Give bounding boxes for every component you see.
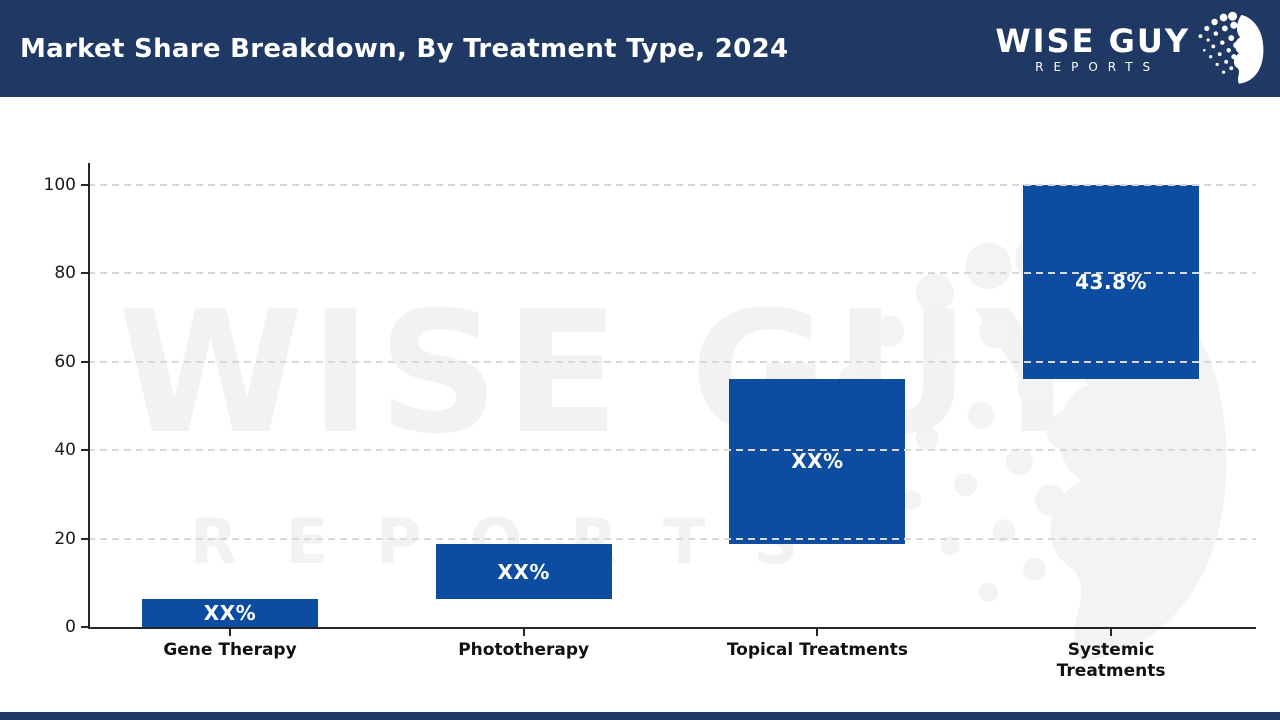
x-label-line: Treatments — [1056, 661, 1166, 681]
y-tick-mark-80 — [81, 272, 88, 275]
x-label-line: Topical Treatments — [726, 640, 908, 660]
bar-systemic-treatments: 43.8% — [1023, 185, 1200, 379]
y-tick-mark-100 — [81, 184, 88, 186]
x-label-gene-therapy: Gene Therapy — [115, 640, 345, 661]
header: Market Share Breakdown, By Treatment Typ… — [0, 0, 1280, 97]
y-tick-mark-20 — [81, 537, 88, 540]
gridline-y-20 — [88, 537, 1256, 540]
logo-text: WISE GUY REPORTS — [995, 25, 1190, 73]
bar-gene-therapy: XX% — [142, 599, 318, 627]
y-tick-label-0: 0 — [65, 617, 76, 637]
gridline-y-100 — [88, 184, 1256, 186]
gridline-y-40 — [88, 449, 1256, 452]
logo-face-icon — [1198, 11, 1264, 84]
x-tick-mark-topical-treatments — [816, 629, 819, 636]
footer-bar — [0, 712, 1280, 720]
logo-wordmark: WISE GUY — [995, 21, 1190, 60]
gridline-y-80 — [88, 272, 1256, 275]
x-tick-mark-systemic-treatments — [1110, 629, 1113, 636]
x-label-line: Phototherapy — [458, 640, 590, 660]
bar-value-label-phototherapy: XX% — [497, 559, 550, 584]
y-tick-label-40: 40 — [54, 440, 76, 461]
page-title: Market Share Breakdown, By Treatment Typ… — [20, 33, 789, 64]
y-tick-label-60: 60 — [54, 351, 76, 372]
x-label-line: Gene Therapy — [163, 640, 297, 660]
y-tick-label-80: 80 — [54, 263, 76, 284]
logo: WISE GUY REPORTS — [995, 9, 1266, 89]
logo-subtext: REPORTS — [1035, 59, 1161, 74]
x-label-phototherapy: Phototherapy — [409, 640, 639, 661]
y-tick-mark-40 — [81, 449, 88, 452]
bar-value-label-topical-treatments: XX% — [791, 449, 844, 474]
y-tick-label-100: 100 — [43, 175, 76, 195]
y-tick-label-20: 20 — [54, 528, 76, 549]
y-axis-line — [88, 163, 90, 629]
bar-topical-treatments: XX% — [729, 378, 906, 544]
x-axis-line — [88, 627, 1256, 629]
plot-area: WISE GUY REPORTS 0 20 40 60 80 100 XX% Gene The… — [0, 97, 1280, 712]
x-tick-mark-phototherapy — [522, 629, 525, 636]
x-label-systemic-treatments: Systemic Treatments — [996, 640, 1226, 682]
x-tick-mark-gene-therapy — [229, 629, 231, 636]
bar-phototherapy: XX% — [435, 543, 612, 600]
x-label-topical-treatments: Topical Treatments — [702, 640, 932, 661]
y-tick-mark-60 — [81, 360, 88, 363]
x-label-line: Systemic — [1067, 640, 1155, 660]
gridline-y-60 — [88, 360, 1256, 363]
y-tick-mark-0 — [81, 626, 88, 628]
bar-value-label-gene-therapy: XX% — [203, 601, 257, 626]
